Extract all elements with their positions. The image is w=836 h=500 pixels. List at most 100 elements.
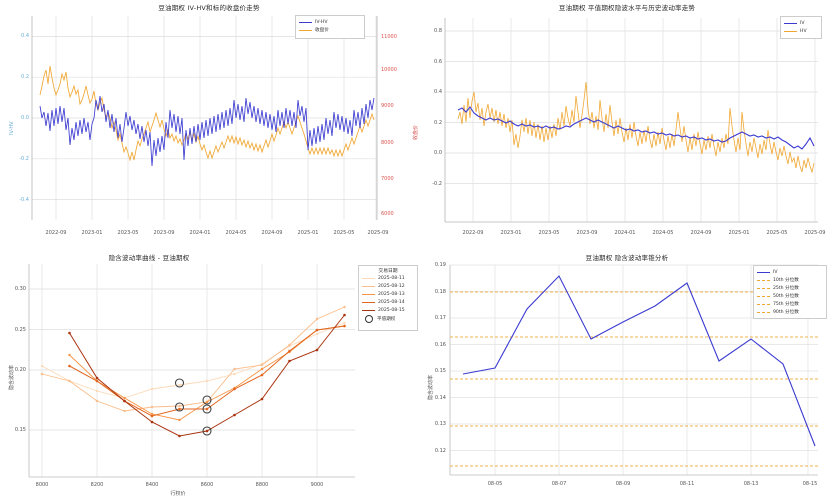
y-tick-left: -0.4 [19, 196, 29, 203]
x-tick: 2023-01 [500, 230, 522, 236]
panel-iv-hv-close: 豆油期权 IV-HV和标的收盘价走势 [0, 0, 419, 250]
panel-iv-hv-trend: 豆油期权 平值期权隐波水平与历史波动率走势 [418, 0, 836, 250]
legend-label: 50th 分位数 [773, 294, 799, 299]
line-swatch-icon [362, 301, 375, 303]
x-tick: 2025-05 [333, 230, 355, 236]
legend-item[interactable]: 25th 分位数 [754, 284, 826, 292]
axis-spines [31, 16, 378, 220]
x-tick: 8200 [90, 482, 104, 488]
y-tick: 0.15 [14, 427, 26, 433]
y-tick: 0.16 [434, 341, 446, 348]
x-tick: 2024-01 [189, 230, 211, 236]
legend-item-atm[interactable]: 平值期权 [359, 314, 417, 324]
y-tick: 0.4 [434, 89, 442, 95]
series-iv [457, 106, 815, 150]
series-iv-minus-hv [39, 95, 375, 167]
legend-iv-cone[interactable]: IV 10th 分位数 25th 分位数 50th 分位数 75th 分位数 9… [753, 265, 827, 319]
y-tick-right: 8000 [381, 140, 394, 146]
line-swatch-icon [299, 29, 312, 31]
legend-item[interactable]: IV-HV [296, 18, 364, 26]
y-tick: 0.8 [434, 28, 442, 34]
legend-vol-smile[interactable]: 交易日期 2025-08-11 2025-08-12 2025-08-13 20… [358, 265, 418, 331]
legend-label: 2025-08-13 [378, 291, 405, 297]
legend-label: 10th 分位数 [773, 278, 799, 283]
y-tick: 0.14 [434, 394, 446, 401]
line-swatch-icon [784, 22, 797, 24]
x-tick: 08-05 [487, 481, 503, 487]
axis-spines [444, 18, 818, 223]
legend-item[interactable]: 10th 分位数 [754, 276, 826, 284]
y-tick: 0.2 [434, 119, 442, 126]
line-swatch-icon [362, 277, 375, 279]
legend-item[interactable]: IV [754, 268, 826, 276]
x-tick: 08-15 [802, 481, 818, 487]
legend-label: 2025-08-12 [378, 283, 405, 289]
legend-item[interactable]: IV [781, 19, 821, 27]
y-tick: 0.13 [434, 421, 446, 427]
y-tick: 0.25 [14, 326, 26, 333]
legend-title: 交易日期 [378, 269, 398, 274]
legend-iv-hv-close[interactable]: IV-HV 收盘价 [295, 15, 365, 39]
y-tick-right: 11000 [381, 34, 397, 40]
x-tick: 2023-01 [81, 230, 103, 236]
y-tick: 0.19 [434, 262, 446, 268]
x-axis-label: 行权价 [170, 491, 186, 497]
legend-label: 2025-08-14 [378, 299, 405, 305]
y-tick-left: 0.2 [21, 74, 29, 81]
atm-markers [174, 378, 212, 436]
legend-label: IV [773, 269, 778, 275]
x-tick: 2023-05 [538, 230, 560, 236]
x-tick: 2025-01 [297, 230, 319, 236]
series-hv [457, 81, 815, 174]
gridlines [445, 18, 818, 222]
legend-item[interactable]: 2025-08-13 [359, 290, 417, 298]
y-tick: 0.12 [434, 447, 446, 454]
x-tick: 08-13 [743, 481, 759, 487]
legend-label: IV-HV [315, 19, 328, 25]
panel-vol-smile: 隐含波动率曲线 - 豆油期权 [0, 250, 418, 500]
legend-item[interactable]: 75th 分位数 [754, 300, 826, 308]
legend-item[interactable]: 2025-08-12 [359, 282, 417, 290]
legend-item[interactable]: 90th 分位数 [754, 308, 826, 316]
line-swatch-icon [299, 21, 312, 23]
y-tick: 0.30 [14, 286, 26, 292]
legend-label: 平值期权 [377, 317, 396, 322]
line-swatch-icon [362, 285, 375, 287]
legend-item[interactable]: 50th 分位数 [754, 292, 826, 300]
y-tick: 0.20 [14, 367, 26, 373]
legend-item[interactable]: HV [781, 27, 821, 35]
x-tick: 8800 [255, 482, 269, 488]
y-tick: 0.6 [434, 58, 442, 65]
legend-label: 2025-08-15 [378, 307, 405, 313]
legend-item[interactable]: 2025-08-15 [359, 306, 417, 314]
y-tick: 0.18 [434, 288, 446, 295]
y-tick: 0.17 [434, 315, 446, 321]
smile-series-2025-08-15 [68, 313, 346, 438]
gridlines [29, 264, 355, 477]
y-tick-left: 0.0 [21, 115, 29, 121]
x-tick: 2022-09 [462, 230, 484, 236]
plot-iv-hv-trend [444, 18, 818, 223]
y-tick-right: 9000 [381, 103, 394, 109]
y-axis-label-left: IV-HV [9, 121, 15, 135]
x-tick: 2024-09 [690, 230, 712, 236]
axis-spines [28, 264, 355, 478]
axis-spines [449, 265, 818, 476]
series-iv-cone [462, 275, 816, 447]
x-tick: 2024-05 [652, 230, 674, 236]
atm-circle-icon [365, 315, 373, 323]
plot-iv-hv-close [31, 16, 378, 220]
legend-iv-hv-trend[interactable]: IV HV [780, 16, 822, 39]
legend-item[interactable]: 2025-08-11 [359, 274, 417, 282]
x-tick: 9000 [310, 482, 324, 488]
x-tick: 08-07 [551, 481, 567, 487]
y-tick: -0.2 [432, 180, 442, 187]
x-tick: 8400 [145, 482, 159, 488]
line-swatch-icon [784, 30, 797, 32]
panel-iv-cone: 豆油期权 隐含波动率锥分析 [418, 250, 836, 500]
x-tick: 2024-09 [261, 230, 283, 236]
dashed-swatch-icon [757, 279, 770, 281]
legend-item[interactable]: 2025-08-14 [359, 298, 417, 306]
legend-item[interactable]: 收盘价 [296, 26, 364, 34]
y-tick: 0.0 [434, 150, 442, 156]
